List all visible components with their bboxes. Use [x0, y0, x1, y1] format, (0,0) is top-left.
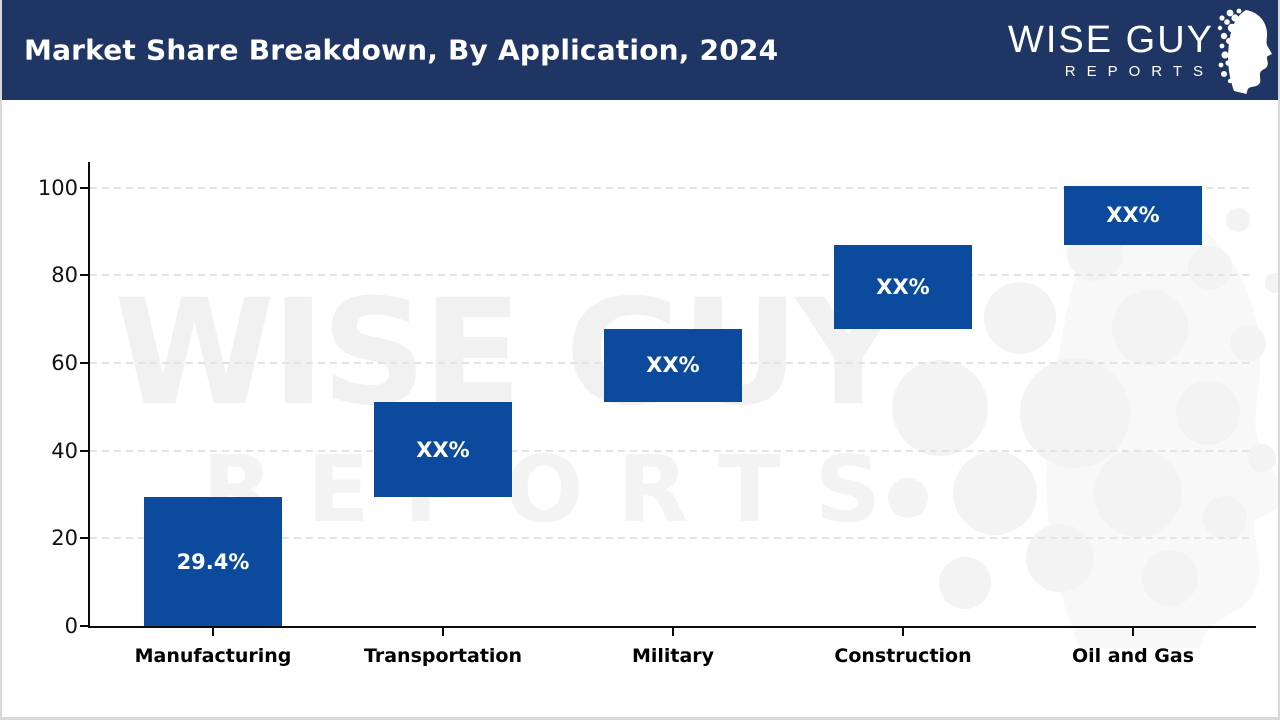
gridline-20	[90, 537, 1254, 540]
y-tick-mark	[80, 361, 88, 364]
bar-manufacturing	[144, 497, 282, 626]
y-tick-mark	[80, 186, 88, 189]
bar-value-label: XX%	[416, 437, 470, 462]
gridline-100	[90, 186, 1254, 189]
logo-wordmark: WISE GUY REPORTS	[1008, 20, 1214, 80]
bar-oil-and-gas	[1064, 185, 1202, 246]
x-tick-mark	[1132, 626, 1134, 636]
bar-military	[604, 328, 742, 402]
bar-value-label: XX%	[876, 274, 930, 299]
logo-name: WISE GUY	[1007, 19, 1214, 61]
y-tick-label: 100	[37, 175, 78, 200]
x-category-label: Transportation	[363, 645, 523, 667]
bar-construction	[834, 245, 972, 329]
y-axis-line	[88, 162, 90, 628]
x-category-label: Oil and Gas	[1071, 645, 1195, 667]
x-tick-mark	[442, 626, 444, 636]
x-category-label: Manufacturing	[134, 645, 292, 667]
watermark-subtitle: REPORTS	[202, 436, 916, 543]
bar-value-label: 29.4%	[176, 549, 250, 574]
x-tick-mark	[902, 626, 904, 636]
y-tick-label: 0	[64, 614, 78, 638]
x-tick-mark	[672, 626, 674, 636]
logo-face-icon	[1217, 8, 1272, 94]
gridline-40	[90, 449, 1254, 452]
logo-subtitle: REPORTS	[1064, 63, 1214, 80]
y-tick-label: 20	[51, 526, 78, 551]
y-tick-mark	[80, 625, 88, 627]
y-tick-label: 40	[51, 438, 78, 463]
bar-value-label: XX%	[646, 353, 700, 378]
bar-transportation	[374, 401, 512, 498]
x-category-label: Construction	[834, 645, 972, 667]
x-category-label: Military	[631, 645, 715, 667]
header: Market Share Breakdown, By Application, …	[2, 0, 1278, 100]
y-tick-mark	[80, 537, 88, 540]
watermark-face-icon	[884, 188, 1278, 648]
y-tick-label: 80	[51, 263, 78, 288]
y-tick-mark	[80, 449, 88, 452]
x-tick-mark	[212, 626, 214, 636]
gridline-80	[90, 274, 1254, 277]
y-tick-label: 60	[51, 350, 78, 375]
bar-value-label: XX%	[1106, 203, 1160, 228]
y-tick-mark	[80, 274, 88, 277]
wise-guy-logo: WISE GUY REPORTS	[1008, 6, 1272, 94]
page-title: Market Share Breakdown, By Application, …	[24, 33, 779, 67]
